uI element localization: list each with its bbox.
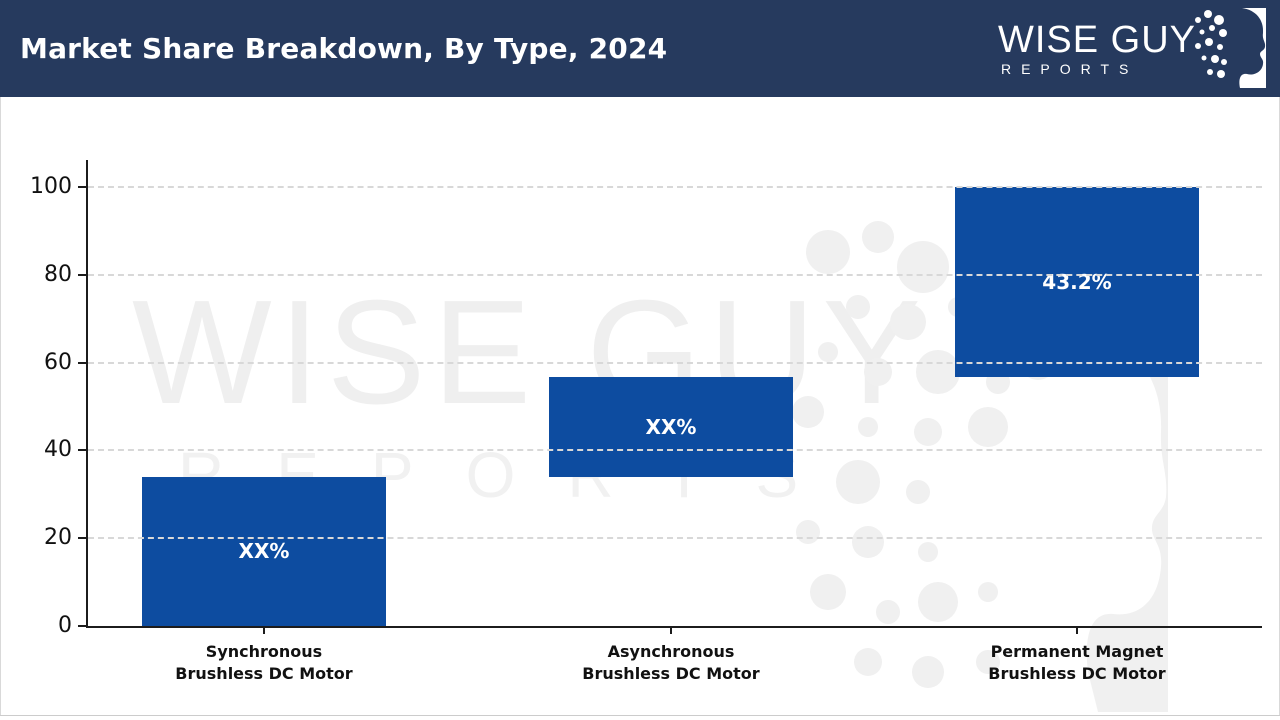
header-bar: Market Share Breakdown, By Type, 2024 WI… [0, 0, 1280, 97]
gridline [88, 537, 1262, 540]
x-category-line2: Brushless DC Motor [582, 664, 760, 683]
x-category-line2: Brushless DC Motor [175, 664, 353, 683]
x-category-line1: Synchronous [205, 642, 323, 661]
y-tick-mark [78, 537, 86, 540]
gridline [88, 449, 1262, 452]
y-tick-label: 60 [44, 349, 72, 375]
x-category-line2: Brushless DC Motor [988, 664, 1166, 683]
y-tick-label: 20 [44, 525, 72, 551]
logo-subtitle: REPORTS [1000, 61, 1139, 77]
x-category-label: Permanent Magnet Brushless DC Motor [917, 641, 1237, 685]
y-tick-mark [78, 273, 86, 276]
y-axis-spine [86, 160, 88, 628]
x-category-label: Synchronous Brushless DC Motor [104, 641, 424, 685]
y-tick-mark [78, 625, 86, 627]
x-category-label: Asynchronous Brushless DC Motor [511, 641, 831, 685]
x-tick-mark [670, 628, 672, 634]
x-tick-mark [263, 628, 265, 634]
bar-segment: XX% [549, 376, 793, 477]
bar-segment: XX% [142, 476, 386, 626]
y-tick-mark [78, 449, 86, 452]
y-tick-mark [78, 361, 86, 364]
y-tick-label: 80 [44, 261, 72, 287]
y-tick-label: 0 [58, 613, 72, 638]
x-category-line1: Asynchronous [607, 642, 735, 661]
y-tick-label: 100 [30, 174, 72, 199]
bar-value-label: XX% [645, 414, 697, 439]
wise-guy-logo: WISE GUY REPORTS [998, 6, 1280, 92]
bottom-divider [0, 715, 1280, 716]
x-axis-spine [86, 626, 1262, 628]
bar-segment: 43.2% [955, 187, 1199, 377]
page-title: Market Share Breakdown, By Type, 2024 [20, 32, 668, 65]
gridline [88, 273, 1262, 276]
gridline [88, 186, 1262, 188]
y-tick-label: 40 [44, 437, 72, 463]
face-profile-icon [1190, 6, 1266, 92]
bar-value-label: XX% [238, 539, 290, 564]
logo-wordmark: WISE GUY [997, 19, 1196, 61]
gridline [88, 361, 1262, 364]
x-tick-mark [1076, 628, 1078, 634]
x-category-line1: Permanent Magnet [990, 642, 1164, 661]
logo-text: WISE GUY REPORTS [998, 20, 1196, 77]
y-tick-mark [78, 186, 86, 188]
